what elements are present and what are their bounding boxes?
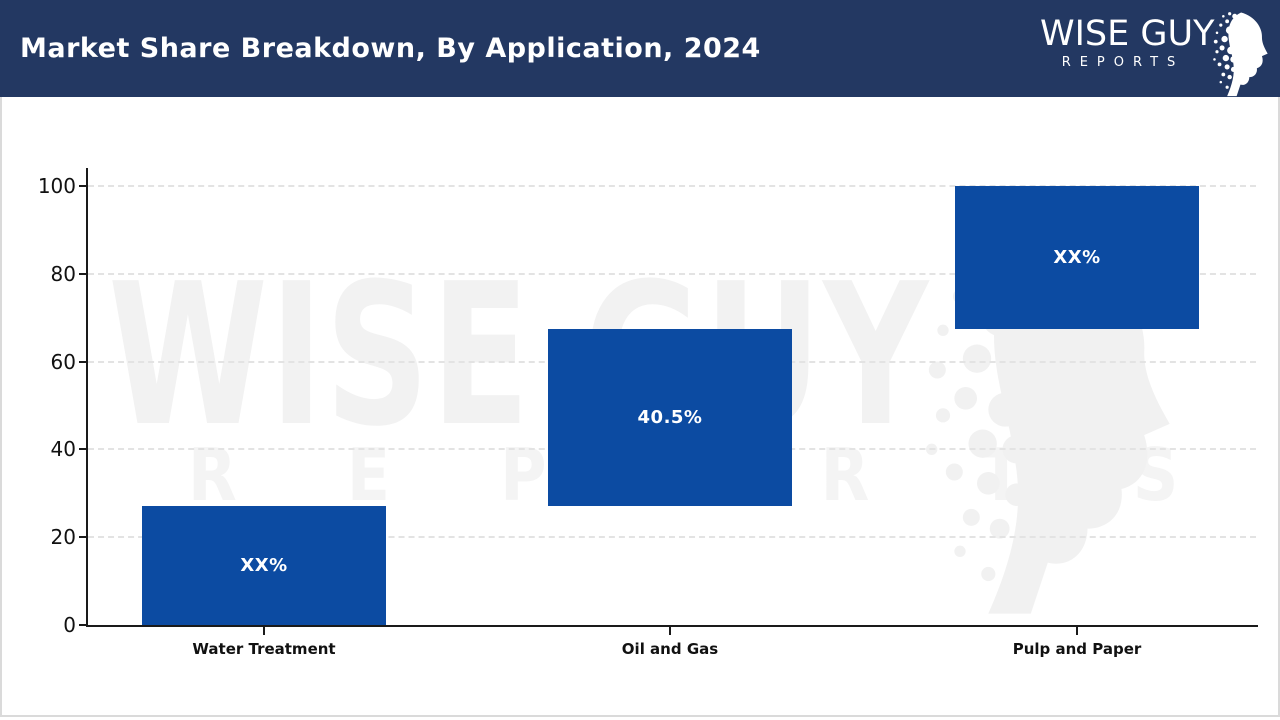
y-axis-label-100: 100	[37, 174, 76, 198]
logo-text: WISE GUY REPORTS	[1040, 14, 1215, 70]
y-axis-line	[86, 168, 88, 627]
y-axis-tick-80	[79, 272, 87, 275]
x-axis-category-label: Water Treatment	[192, 640, 336, 658]
bar-value-label: 40.5%	[637, 407, 703, 429]
logo-reports-text: REPORTS	[1061, 55, 1185, 70]
chart-title: Market Share Breakdown, By Application, …	[20, 33, 761, 64]
y-axis-tick-40	[79, 448, 87, 451]
gridline-80	[88, 272, 1256, 275]
y-axis-tick-60	[79, 360, 87, 363]
logo-wordmark: WISE GUY	[1040, 14, 1215, 54]
y-axis-tick-0	[79, 624, 87, 626]
gridline-20	[88, 536, 1256, 539]
gridline-100	[88, 185, 1256, 187]
logo-head-icon	[1198, 8, 1274, 98]
bar-oil-and-gas: 40.5%	[548, 328, 792, 507]
y-axis-tick-20	[79, 536, 87, 539]
page-frame	[0, 97, 1280, 717]
bar-value-label: XX%	[1053, 246, 1101, 268]
y-axis-label-40: 40	[50, 437, 76, 462]
bar-value-label: XX%	[240, 555, 288, 577]
x-axis-category-label: Pulp and Paper	[1012, 640, 1142, 658]
bar-water-treatment: XX%	[142, 506, 386, 625]
x-axis-line	[86, 625, 1258, 627]
x-axis-tick-1	[263, 627, 265, 635]
bar-pulp-and-paper: XX%	[955, 186, 1199, 329]
x-axis-category-label: Oil and Gas	[621, 640, 719, 658]
x-axis-tick-3	[1076, 627, 1078, 635]
y-axis-label-20: 20	[50, 525, 76, 550]
y-axis-label-80: 80	[50, 261, 76, 286]
y-axis-tick-100	[79, 185, 87, 187]
y-axis-label-0: 0	[63, 613, 76, 637]
header-band: Market Share Breakdown, By Application, …	[0, 0, 1280, 97]
wise-guy-reports-logo: WISE GUY REPORTS	[1040, 14, 1272, 97]
x-axis-tick-2	[669, 627, 671, 635]
y-axis-label-60: 60	[50, 349, 76, 374]
